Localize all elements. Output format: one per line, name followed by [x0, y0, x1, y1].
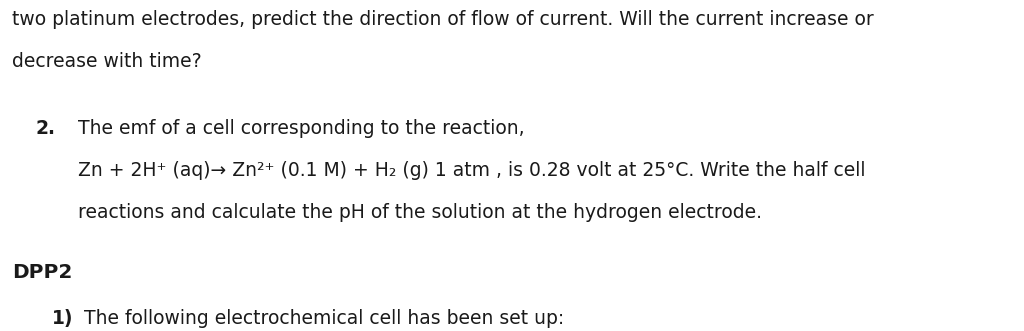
Text: Zn + 2H⁺ (aq)→ Zn²⁺ (0.1 M) + H₂ (g) 1 atm , is 0.28 volt at 25°C. Write the hal: Zn + 2H⁺ (aq)→ Zn²⁺ (0.1 M) + H₂ (g) 1 a… — [78, 161, 865, 180]
Text: The following electrochemical cell has been set up:: The following electrochemical cell has b… — [78, 309, 564, 328]
Text: 1): 1) — [52, 309, 74, 328]
Text: 2.: 2. — [36, 119, 56, 138]
Text: The emf of a cell corresponding to the reaction,: The emf of a cell corresponding to the r… — [78, 119, 524, 138]
Text: decrease with time?: decrease with time? — [12, 52, 202, 71]
Text: DPP2: DPP2 — [12, 262, 73, 282]
Text: two platinum electrodes, predict the direction of flow of current. Will the curr: two platinum electrodes, predict the dir… — [12, 10, 874, 29]
Text: reactions and calculate the pH of the solution at the hydrogen electrode.: reactions and calculate the pH of the so… — [78, 203, 762, 222]
